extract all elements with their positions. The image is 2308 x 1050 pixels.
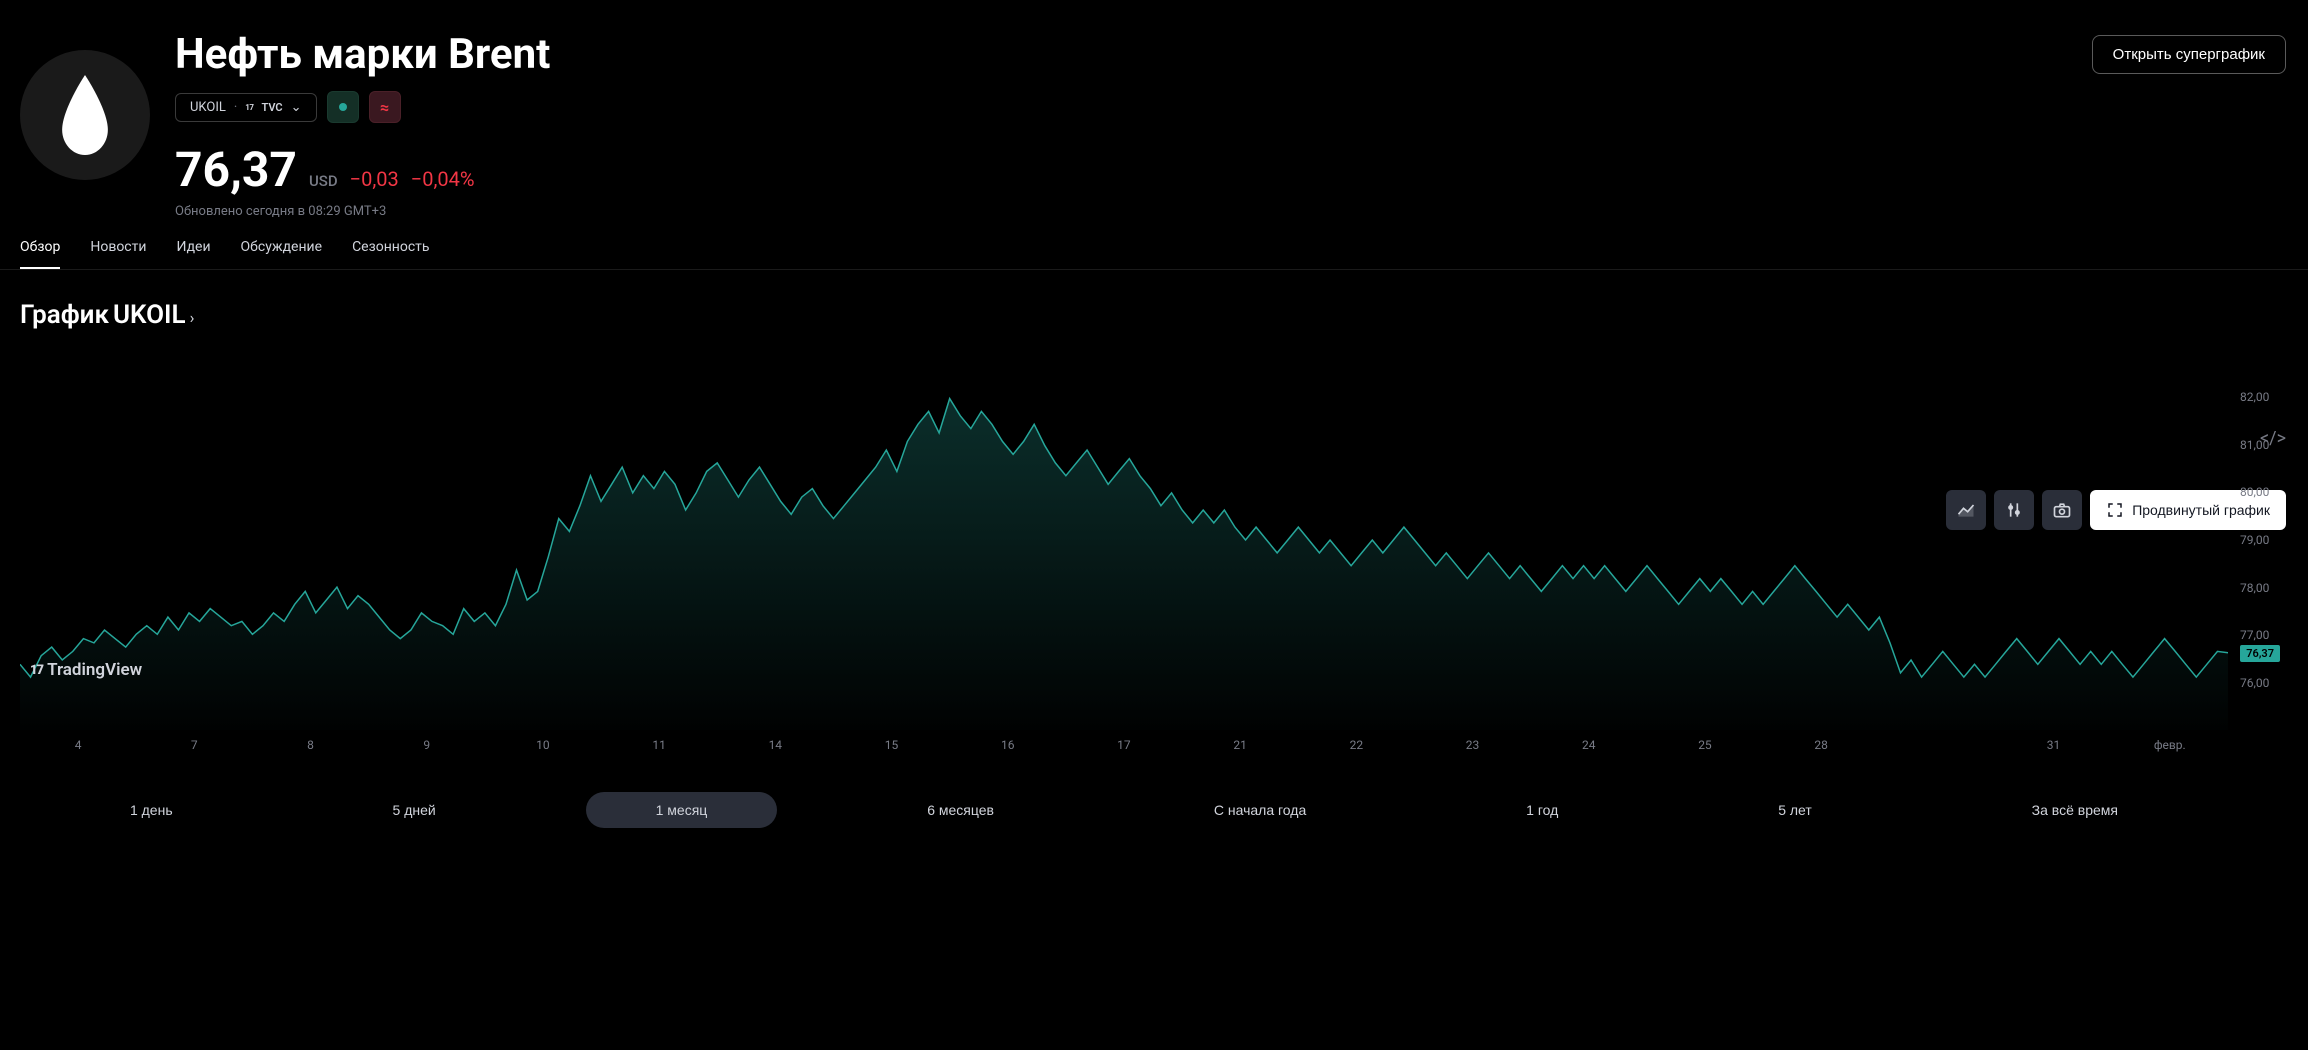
y-tick: 77,00 — [2240, 628, 2288, 642]
tradingview-watermark: 17 TradingView — [30, 660, 142, 680]
x-tick: 24 — [1531, 738, 1647, 752]
current-price-tag: 76,37 — [2240, 645, 2280, 662]
y-tick: 80,00 — [2240, 485, 2288, 499]
x-tick: 8 — [252, 738, 368, 752]
price-chart — [20, 380, 2228, 730]
chart-title-prefix: График — [20, 300, 109, 330]
tv-mark-icon: 17 — [245, 103, 253, 112]
chart-svg-wrap: 17 TradingView 76,37 — [20, 380, 2228, 730]
chevron-down-icon: ⌄ — [291, 100, 302, 115]
exchange-label: TVC — [261, 101, 282, 114]
chart-section: График UKOIL › </> Пр — [0, 270, 2308, 848]
y-tick: 78,00 — [2240, 581, 2288, 595]
timeframe-button[interactable]: 5 лет — [1708, 792, 1882, 828]
header: Нефть марки Brent UKOIL · 17 TVC ⌄ ≈ 76,… — [0, 0, 2308, 219]
x-tick — [1879, 738, 1995, 752]
x-tick: 22 — [1298, 738, 1414, 752]
timeframe-button[interactable]: 6 месяцев — [857, 792, 1064, 828]
tab-Сезонность[interactable]: Сезонность — [352, 239, 429, 269]
ticker-row: UKOIL · 17 TVC ⌄ ≈ — [175, 91, 2288, 123]
chart-title-ticker: UKOIL — [113, 300, 186, 330]
y-axis: 82,00 81,00 80,00 79,00 78,00 77,00 76,00 — [2228, 380, 2288, 730]
page-title: Нефть марки Brent — [175, 30, 2288, 79]
x-tick: 11 — [601, 738, 717, 752]
x-tick: февр. — [2112, 738, 2228, 752]
tabs: Обзор Новости Идеи Обсуждение Сезонность — [0, 219, 2308, 270]
price-row: 76,37 USD −0,03 −0,04% — [175, 141, 2288, 198]
open-superchart-button[interactable]: Открыть суперграфик — [2092, 35, 2286, 74]
x-tick: 31 — [1995, 738, 2111, 752]
tab-Обсуждение[interactable]: Обсуждение — [241, 239, 323, 269]
chevron-right-icon: › — [190, 308, 195, 327]
x-tick: 4 — [20, 738, 136, 752]
tab-Обзор[interactable]: Обзор — [20, 239, 60, 269]
header-info: Нефть марки Brent UKOIL · 17 TVC ⌄ ≈ 76,… — [175, 20, 2288, 219]
tab-Новости[interactable]: Новости — [90, 239, 146, 269]
status-dot-icon — [339, 103, 347, 111]
separator-dot: · — [234, 100, 237, 115]
timeframe-button[interactable]: 1 год — [1456, 792, 1628, 828]
x-tick: 9 — [369, 738, 485, 752]
approx-badge[interactable]: ≈ — [369, 91, 401, 123]
watermark-text: TradingView — [47, 660, 142, 680]
chart-area[interactable]: 17 TradingView 76,37 82,00 81,00 80,00 79,0… — [20, 380, 2288, 730]
x-tick: 28 — [1763, 738, 1879, 752]
x-tick: 15 — [833, 738, 949, 752]
x-tick: 16 — [950, 738, 1066, 752]
symbol-logo — [20, 50, 150, 180]
y-tick: 79,00 — [2240, 533, 2288, 547]
x-tick: 14 — [717, 738, 833, 752]
y-tick: 81,00 — [2240, 438, 2288, 452]
x-tick: 17 — [1066, 738, 1182, 752]
x-tick: 10 — [485, 738, 601, 752]
price-value: 76,37 — [175, 141, 297, 198]
tv-logo-icon: 17 — [30, 663, 43, 678]
y-tick: 76,00 — [2240, 676, 2288, 690]
timeframes: 1 день 5 дней 1 месяц 6 месяцев С начала год… — [20, 752, 2288, 848]
oil-drop-icon — [55, 75, 115, 155]
approx-icon: ≈ — [380, 98, 389, 117]
chart-title-row[interactable]: График UKOIL › — [20, 300, 2288, 330]
timeframe-button[interactable]: 1 день — [60, 792, 243, 828]
market-status-badge[interactable] — [327, 91, 359, 123]
x-tick: 21 — [1182, 738, 1298, 752]
updated-text: Обновлено сегодня в 08:29 GMT+3 — [175, 204, 2288, 219]
timeframe-button[interactable]: 5 дней — [323, 792, 506, 828]
x-axis: 4789101114151617212223242528 31февр. — [20, 730, 2288, 752]
x-tick: 25 — [1647, 738, 1763, 752]
price-change-abs: −0,03 — [350, 167, 399, 191]
y-tick: 82,00 — [2240, 390, 2288, 404]
tab-Идеи[interactable]: Идеи — [176, 239, 210, 269]
price-change-pct: −0,04% — [411, 167, 475, 191]
ticker-selector[interactable]: UKOIL · 17 TVC ⌄ — [175, 93, 317, 122]
timeframe-button[interactable]: С начала года — [1144, 792, 1376, 828]
ticker-symbol: UKOIL — [190, 100, 226, 115]
timeframe-button[interactable]: За всё время — [1962, 792, 2188, 828]
price-currency: USD — [309, 172, 338, 190]
timeframe-button[interactable]: 1 месяц — [586, 792, 778, 828]
x-tick: 7 — [136, 738, 252, 752]
x-tick: 23 — [1414, 738, 1530, 752]
